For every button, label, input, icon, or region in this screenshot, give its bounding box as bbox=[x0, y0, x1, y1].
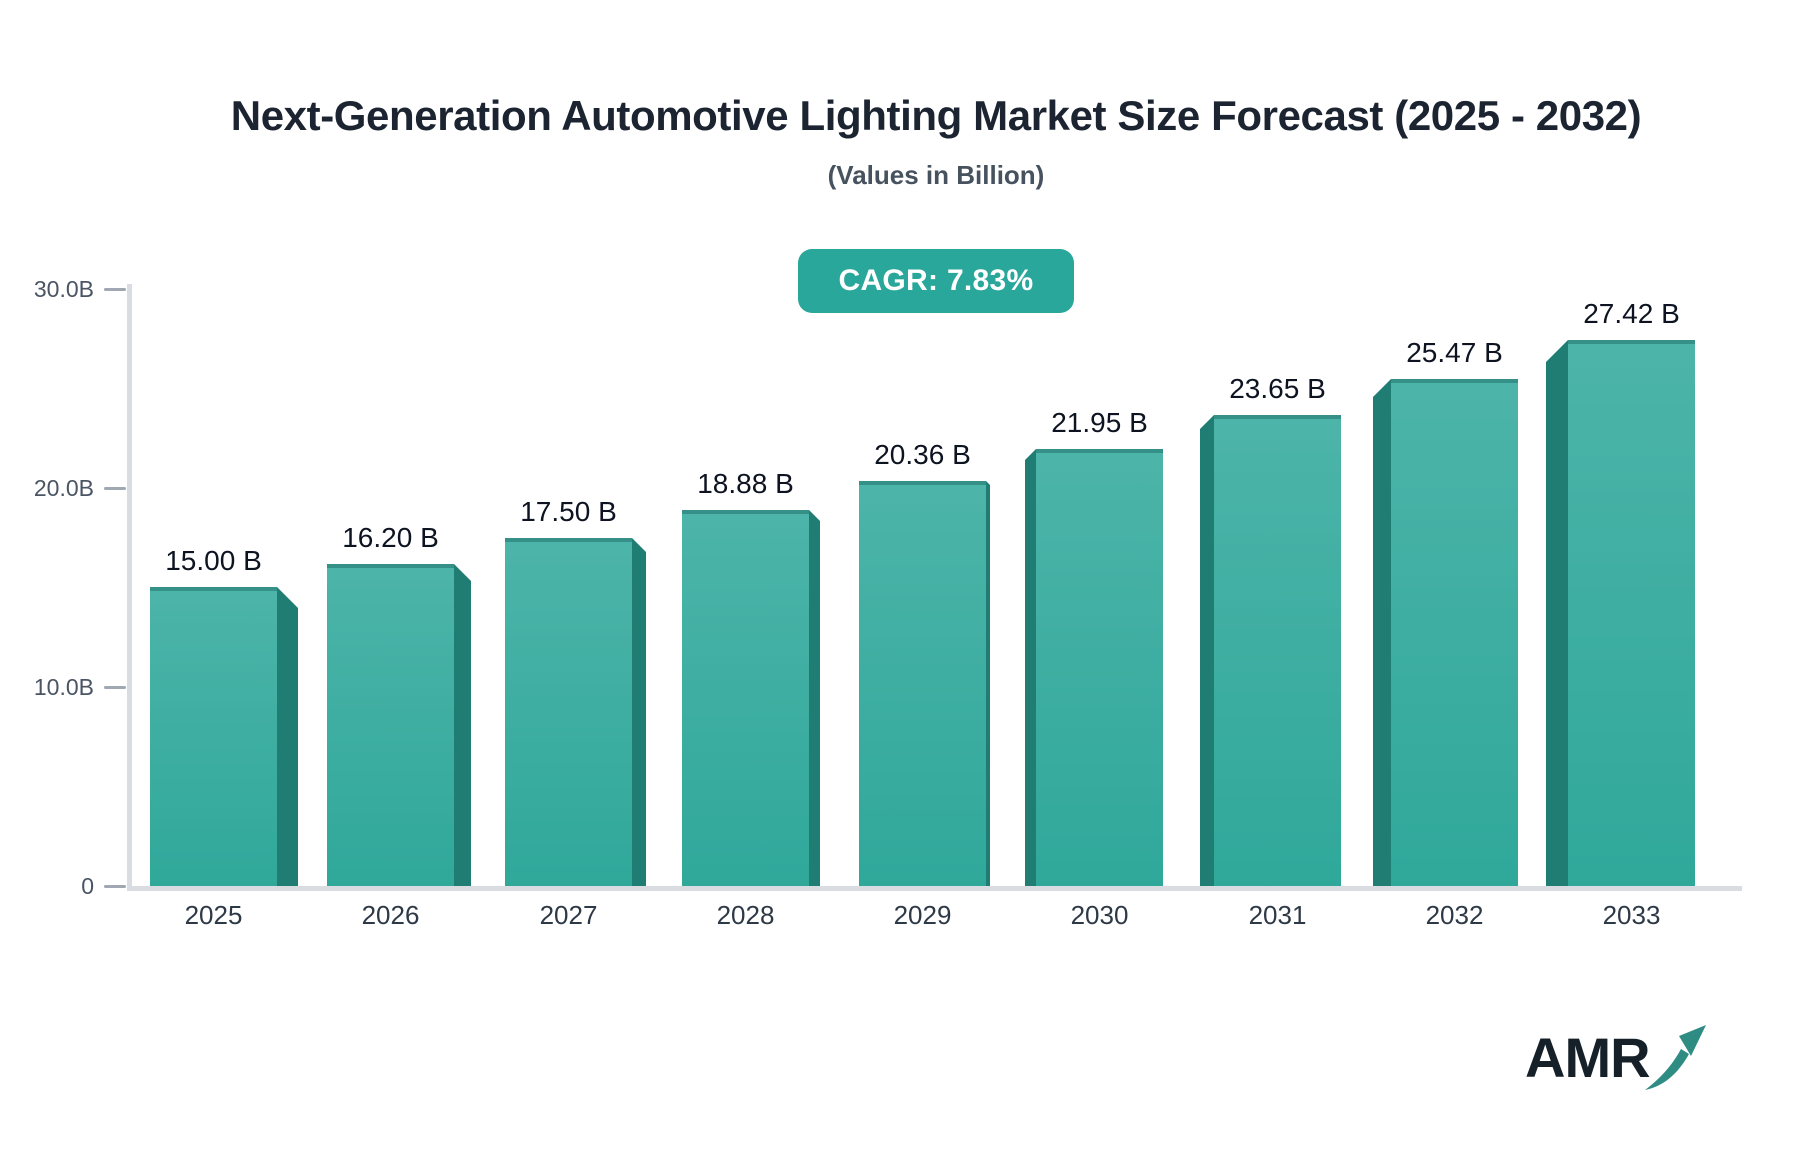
bar[interactable] bbox=[1214, 415, 1341, 886]
bar-value-label: 23.65 B bbox=[1229, 373, 1326, 404]
y-axis-tick-dash bbox=[104, 686, 126, 689]
bar-side-face bbox=[1373, 379, 1391, 886]
bar[interactable] bbox=[682, 510, 809, 886]
bar-side-face bbox=[1025, 449, 1036, 886]
bar-value-label: 18.88 B bbox=[697, 468, 794, 499]
bar[interactable] bbox=[1036, 449, 1163, 886]
bar[interactable] bbox=[1568, 340, 1695, 886]
y-axis-tick-label: 10.0B bbox=[33, 674, 94, 700]
x-axis-label: 2029 bbox=[893, 900, 952, 930]
bar-value-label: 17.50 B bbox=[520, 496, 617, 527]
x-axis-label: 2026 bbox=[361, 900, 420, 930]
x-axis-line bbox=[127, 886, 1742, 891]
y-axis-tick-label: 0 bbox=[81, 873, 94, 899]
bar-side-face bbox=[1546, 340, 1568, 886]
bar-side-face bbox=[1200, 415, 1214, 886]
cagr-badge-band: CAGR: 7.83% bbox=[130, 249, 1742, 313]
x-axis-label: 2027 bbox=[539, 900, 598, 930]
bar-side-face bbox=[632, 538, 646, 886]
y-axis-line bbox=[127, 284, 132, 891]
x-axis-label: 2025 bbox=[184, 900, 243, 930]
logo-arrow-icon bbox=[1645, 1025, 1706, 1090]
bar-value-label: 16.20 B bbox=[342, 522, 439, 553]
y-axis-tick-dash bbox=[104, 487, 126, 490]
bar-side-face bbox=[986, 481, 990, 886]
bar[interactable] bbox=[505, 538, 632, 886]
y-axis-tick-label: 30.0B bbox=[33, 276, 94, 302]
bar-value-label: 20.36 B bbox=[874, 439, 971, 470]
x-axis-label: 2031 bbox=[1248, 900, 1307, 930]
bar-value-label: 21.95 B bbox=[1051, 407, 1148, 438]
bar-side-face bbox=[809, 510, 820, 886]
bar[interactable] bbox=[1391, 379, 1518, 886]
y-axis-tick-dash bbox=[104, 288, 126, 291]
cagr-badge: CAGR: 7.83% bbox=[798, 249, 1074, 313]
x-axis-label: 2033 bbox=[1602, 900, 1661, 930]
x-axis-label: 2028 bbox=[716, 900, 775, 930]
bar-side-face bbox=[454, 564, 471, 886]
chart-title: Next-Generation Automotive Lighting Mark… bbox=[230, 92, 1642, 139]
y-axis-tick-dash bbox=[104, 885, 126, 888]
x-axis-label: 2032 bbox=[1425, 900, 1484, 930]
chart-subtitle: (Values in Billion) bbox=[827, 160, 1045, 190]
y-axis-tick-label: 20.0B bbox=[33, 475, 94, 501]
bar-side-face bbox=[277, 587, 298, 886]
bar-value-label: 27.42 B bbox=[1583, 298, 1680, 329]
bar-value-label: 15.00 B bbox=[165, 545, 262, 576]
bar[interactable] bbox=[327, 564, 454, 886]
bar[interactable] bbox=[150, 587, 277, 886]
bar-value-label: 25.47 B bbox=[1406, 337, 1503, 368]
amr-logo-text: AMR bbox=[1525, 1026, 1651, 1089]
x-axis-label: 2030 bbox=[1070, 900, 1129, 930]
amr-logo[interactable]: AMR bbox=[1525, 1022, 1735, 1114]
bar[interactable] bbox=[859, 481, 986, 886]
